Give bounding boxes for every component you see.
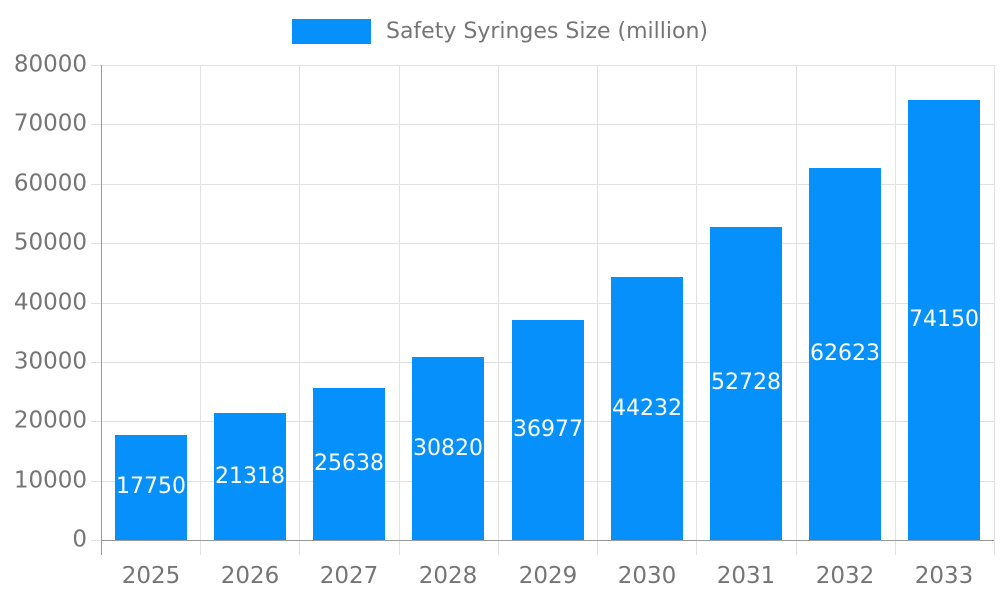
bar-value-label: 21318 xyxy=(215,464,285,489)
y-axis-tick xyxy=(91,243,101,244)
x-axis-tick-label: 2029 xyxy=(518,563,578,589)
x-gridline xyxy=(597,65,598,555)
y-axis-tick xyxy=(91,124,101,125)
bar[interactable] xyxy=(214,413,286,540)
legend[interactable]: Safety Syringes Size (million) xyxy=(0,19,1000,44)
x-axis-tick-label: 2027 xyxy=(319,563,379,589)
y-axis-tick-label: 20000 xyxy=(13,407,87,434)
y-axis-tick xyxy=(91,481,101,482)
y-axis-tick-label: 30000 xyxy=(13,348,87,375)
bar-value-label: 17750 xyxy=(116,474,186,499)
x-gridline xyxy=(299,65,300,555)
y-gridline xyxy=(101,303,994,304)
y-axis-tick-label: 40000 xyxy=(13,289,87,316)
x-gridline xyxy=(796,65,797,555)
x-gridline xyxy=(895,65,896,555)
bar-value-label: 30820 xyxy=(413,436,483,461)
legend-label: Safety Syringes Size (million) xyxy=(385,18,708,44)
x-axis-tick-label: 2032 xyxy=(815,563,875,589)
x-gridline xyxy=(399,65,400,555)
bar[interactable] xyxy=(809,168,881,540)
bar[interactable] xyxy=(611,277,683,540)
bar[interactable] xyxy=(908,100,980,540)
bar-value-label: 52728 xyxy=(711,370,781,395)
y-axis-line xyxy=(101,65,102,555)
x-axis-line xyxy=(101,540,994,541)
x-gridline xyxy=(498,65,499,555)
y-axis-tick-label: 10000 xyxy=(13,467,87,494)
y-axis-tick-label: 80000 xyxy=(13,51,87,78)
x-gridline xyxy=(994,65,995,555)
y-gridline xyxy=(101,124,994,125)
y-axis-tick-label: 50000 xyxy=(13,229,87,256)
bar[interactable] xyxy=(512,320,584,540)
y-axis-tick-label: 0 xyxy=(72,526,87,553)
bar-value-label: 62623 xyxy=(810,341,880,366)
bar[interactable] xyxy=(115,435,187,540)
bar-value-label: 74150 xyxy=(909,307,979,332)
y-axis-tick-label: 70000 xyxy=(13,110,87,137)
y-axis-tick-label: 60000 xyxy=(13,170,87,197)
y-axis-tick xyxy=(91,303,101,304)
y-gridline xyxy=(101,184,994,185)
x-axis-tick-label: 2030 xyxy=(617,563,677,589)
bar-value-label: 36977 xyxy=(513,417,583,442)
x-axis-tick-label: 2026 xyxy=(220,563,280,589)
x-axis-tick-label: 2031 xyxy=(716,563,776,589)
x-axis-tick-label: 2028 xyxy=(418,563,478,589)
bar[interactable] xyxy=(313,388,385,540)
x-gridline xyxy=(696,65,697,555)
x-axis-tick-label: 2033 xyxy=(914,563,974,589)
y-axis-tick xyxy=(91,184,101,185)
bar[interactable] xyxy=(710,227,782,540)
y-gridline xyxy=(101,65,994,66)
legend-swatch xyxy=(291,19,371,44)
x-gridline xyxy=(200,65,201,555)
x-axis-tick-label: 2025 xyxy=(121,563,181,589)
y-axis-tick xyxy=(91,540,101,541)
y-axis-tick xyxy=(91,362,101,363)
y-axis-tick xyxy=(91,65,101,66)
bar-value-label: 25638 xyxy=(314,451,384,476)
y-gridline xyxy=(101,243,994,244)
y-axis-tick xyxy=(91,421,101,422)
bar-value-label: 44232 xyxy=(612,396,682,421)
bar[interactable] xyxy=(412,357,484,540)
